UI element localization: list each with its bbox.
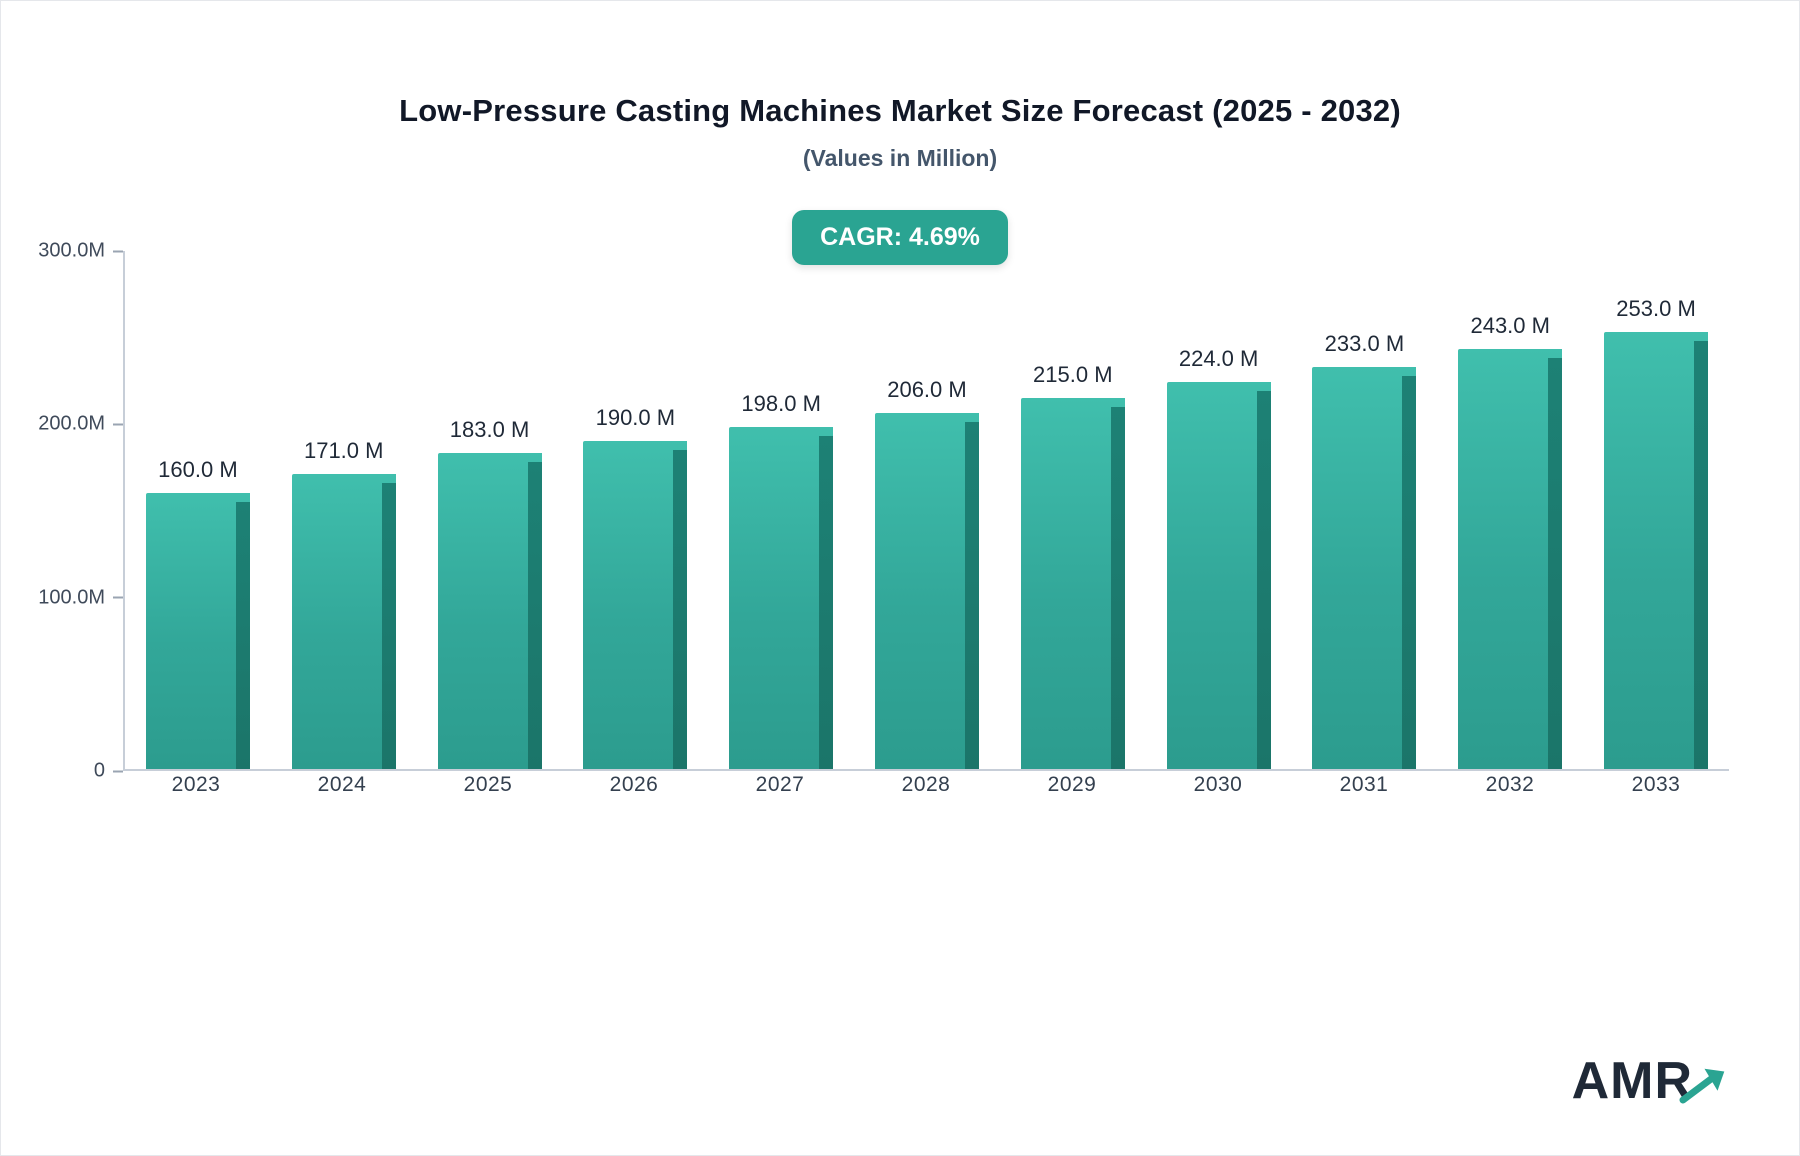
logo-arrow-icon	[1679, 1068, 1725, 1104]
bar-side-shade	[1694, 341, 1709, 769]
bar-value-label: 171.0 M	[303, 437, 384, 463]
bar-value-label: 160.0 M	[158, 456, 238, 482]
badge-row: CAGR: 4.69%	[1, 210, 1799, 265]
y-tick-mark	[113, 770, 123, 772]
x-axis-label: 2027	[755, 773, 805, 796]
bar-group: 243.0 M	[1437, 251, 1583, 769]
cagr-badge: CAGR: 4.69%	[792, 210, 1008, 265]
y-tick-label: 0	[93, 759, 105, 782]
x-axis-label: 2025	[463, 773, 513, 796]
bar-side-shade	[964, 422, 979, 769]
x-axis-label: 2033	[1631, 773, 1681, 796]
bar-side-shade	[1548, 358, 1563, 769]
y-tick: 0	[94, 760, 123, 783]
bar-side-shade	[1110, 406, 1125, 769]
bar-group: 215.0 M	[1000, 251, 1146, 769]
bar-value-label: 215.0 M	[1033, 361, 1113, 387]
bar-side-shade	[1402, 375, 1417, 769]
bar-value-label: 233.0 M	[1324, 330, 1405, 356]
x-axis-label: 2031	[1339, 773, 1389, 796]
bar-group: 198.0 M	[708, 251, 854, 769]
bar-value-label: 206.0 M	[887, 377, 967, 403]
bar	[1020, 397, 1125, 769]
x-axis-label: 2029	[1047, 773, 1097, 796]
bar-side-shade	[819, 436, 834, 769]
x-axis-label: 2032	[1485, 773, 1535, 796]
y-tick-mark	[113, 250, 123, 252]
chart-title: Low-Pressure Casting Machines Market Siz…	[399, 93, 1401, 128]
plot-area: 160.0 M 171.0 M 183.0 M 190.0 M 198.0 M 206.0…	[123, 251, 1729, 771]
bar	[874, 413, 979, 769]
x-axis-label: 2026	[609, 773, 659, 796]
bar-group: 160.0 M	[125, 251, 271, 769]
x-axis-label: 2023	[171, 773, 221, 796]
bar-group: 190.0 M	[562, 251, 708, 769]
y-tick-label: 200.0M	[38, 412, 105, 435]
bar-group: 183.0 M	[417, 251, 563, 769]
bar-side-shade	[527, 462, 542, 769]
y-tick-label: 300.0M	[38, 239, 105, 262]
bar	[1312, 366, 1417, 769]
amr-logo-text: AMR	[1571, 1052, 1693, 1110]
bar	[145, 492, 250, 769]
bar	[291, 473, 396, 769]
x-axis-label: 2024	[317, 773, 367, 796]
y-tick-mark	[113, 423, 123, 426]
bar-side-shade	[381, 482, 396, 769]
bar	[1458, 349, 1563, 769]
bar-side-shade	[235, 501, 250, 769]
bar-group: 206.0 M	[854, 251, 1000, 769]
bar-group: 233.0 M	[1292, 251, 1438, 769]
bar-group: 171.0 M	[271, 251, 417, 769]
y-tick-label: 100.0M	[38, 586, 105, 609]
bar-group: 224.0 M	[1146, 251, 1292, 769]
y-tick: 200.0M	[38, 413, 123, 436]
bar	[1604, 332, 1709, 769]
bar-value-label: 243.0 M	[1470, 313, 1550, 339]
bar-value-label: 198.0 M	[741, 391, 821, 417]
bar-side-shade	[673, 449, 688, 769]
bar-side-shade	[1256, 391, 1271, 769]
bar-group: 253.0 M	[1583, 251, 1729, 769]
y-tick-mark	[113, 596, 123, 599]
x-axis-label: 2030	[1193, 773, 1243, 796]
amr-logo: AMR	[1572, 1051, 1737, 1111]
bar	[583, 440, 688, 769]
bar-value-label: 224.0 M	[1178, 346, 1259, 372]
bar-value-label: 183.0 M	[449, 417, 530, 443]
bar-value-label: 253.0 M	[1616, 296, 1696, 322]
y-tick: 300.0M	[38, 240, 123, 263]
chart-area: 300.0M 200.0M 100.0M 0 160.0 M 171.0 M 183.0 …	[31, 240, 1729, 782]
bar-value-label: 190.0 M	[595, 404, 676, 430]
y-tick: 100.0M	[38, 586, 123, 609]
y-axis: 300.0M 200.0M 100.0M 0	[31, 240, 123, 782]
x-axis-label: 2028	[901, 773, 951, 796]
bar	[1166, 382, 1271, 769]
bar	[437, 453, 542, 769]
bar	[729, 427, 834, 769]
chart-subtitle: (Values in Million)	[802, 145, 998, 171]
x-axis-labels: 2023 2024 2025 2026 2027 2028 2029 2030 2031 2032…	[123, 773, 1729, 797]
